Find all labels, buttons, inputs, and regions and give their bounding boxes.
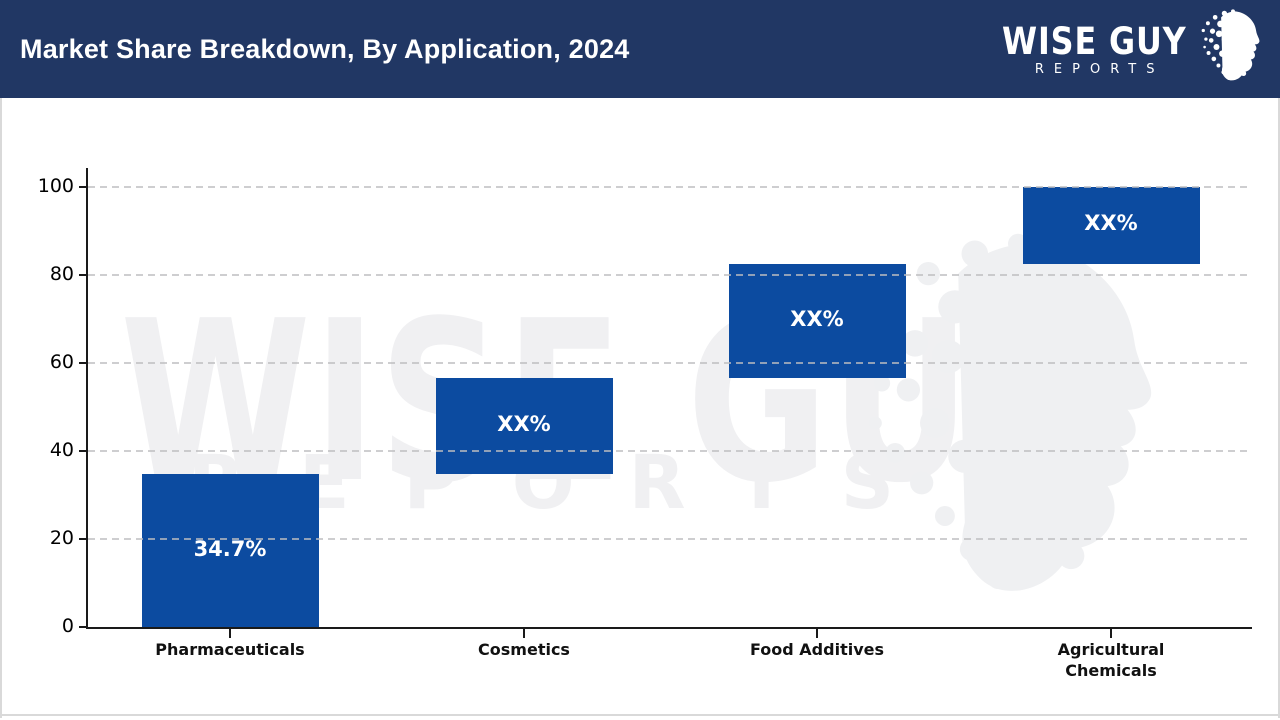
gridline [88, 185, 1252, 188]
gridline [88, 449, 1252, 452]
bar-segment [728, 263, 906, 379]
gridline [88, 273, 1252, 276]
bar-segment [1022, 186, 1200, 264]
y-tick-label: 20 [49, 526, 74, 549]
y-axis-line [86, 168, 88, 629]
y-tick-label: 100 [37, 174, 74, 197]
x-tick [229, 627, 231, 638]
x-tick [523, 627, 525, 638]
category-label: Cosmetics [478, 640, 570, 659]
gridline [88, 537, 1252, 540]
x-axis-line [86, 627, 1252, 629]
wiseguy-head-icon [1201, 9, 1260, 81]
bar-value-label: XX% [1084, 211, 1138, 236]
x-tick [816, 627, 818, 638]
bar-value-label: XX% [790, 306, 844, 331]
bar-value-label: XX% [497, 412, 551, 437]
y-tick [79, 273, 86, 276]
gridline [88, 361, 1252, 364]
frame-edge-right [1278, 98, 1280, 718]
y-tick-label: 80 [49, 262, 74, 285]
y-tick-label: 40 [49, 438, 74, 461]
page-title: Market Share Breakdown, By Application, … [20, 33, 630, 64]
wiseguy-logo: WISE GUY REPORTS [987, 9, 1264, 89]
y-tick [79, 626, 86, 628]
y-tick [79, 449, 86, 452]
wiseguy-logo-text: WISE GUY REPORTS [987, 23, 1202, 76]
y-tick [79, 537, 86, 540]
x-tick [1110, 627, 1112, 638]
category-label: Pharmaceuticals [155, 640, 305, 659]
bar-segment [141, 474, 319, 627]
y-tick-label: 60 [49, 350, 74, 373]
logo-brand-subtitle: REPORTS [1034, 61, 1165, 77]
category-label: Agricultural Chemicals [1057, 640, 1165, 680]
frame-edge-left [0, 98, 2, 718]
bar-value-label: 34.7% [193, 536, 267, 561]
header-banner: Market Share Breakdown, By Application, … [0, 0, 1280, 98]
y-tick [79, 361, 86, 364]
chart-area: WISE GUY REPORTS 34.7% Pharmaceuticals XX%… [0, 98, 1280, 720]
plot: 34.7% Pharmaceuticals XX% Cosmetics XX% Food … [0, 98, 1280, 720]
bar-segment [435, 378, 613, 475]
frame-edge-bottom [0, 714, 1280, 716]
logo-brand-name: WISE GUY [1002, 19, 1187, 63]
y-tick [79, 185, 86, 188]
y-tick-label: 0 [61, 615, 74, 637]
category-label: Food Additives [750, 640, 884, 659]
